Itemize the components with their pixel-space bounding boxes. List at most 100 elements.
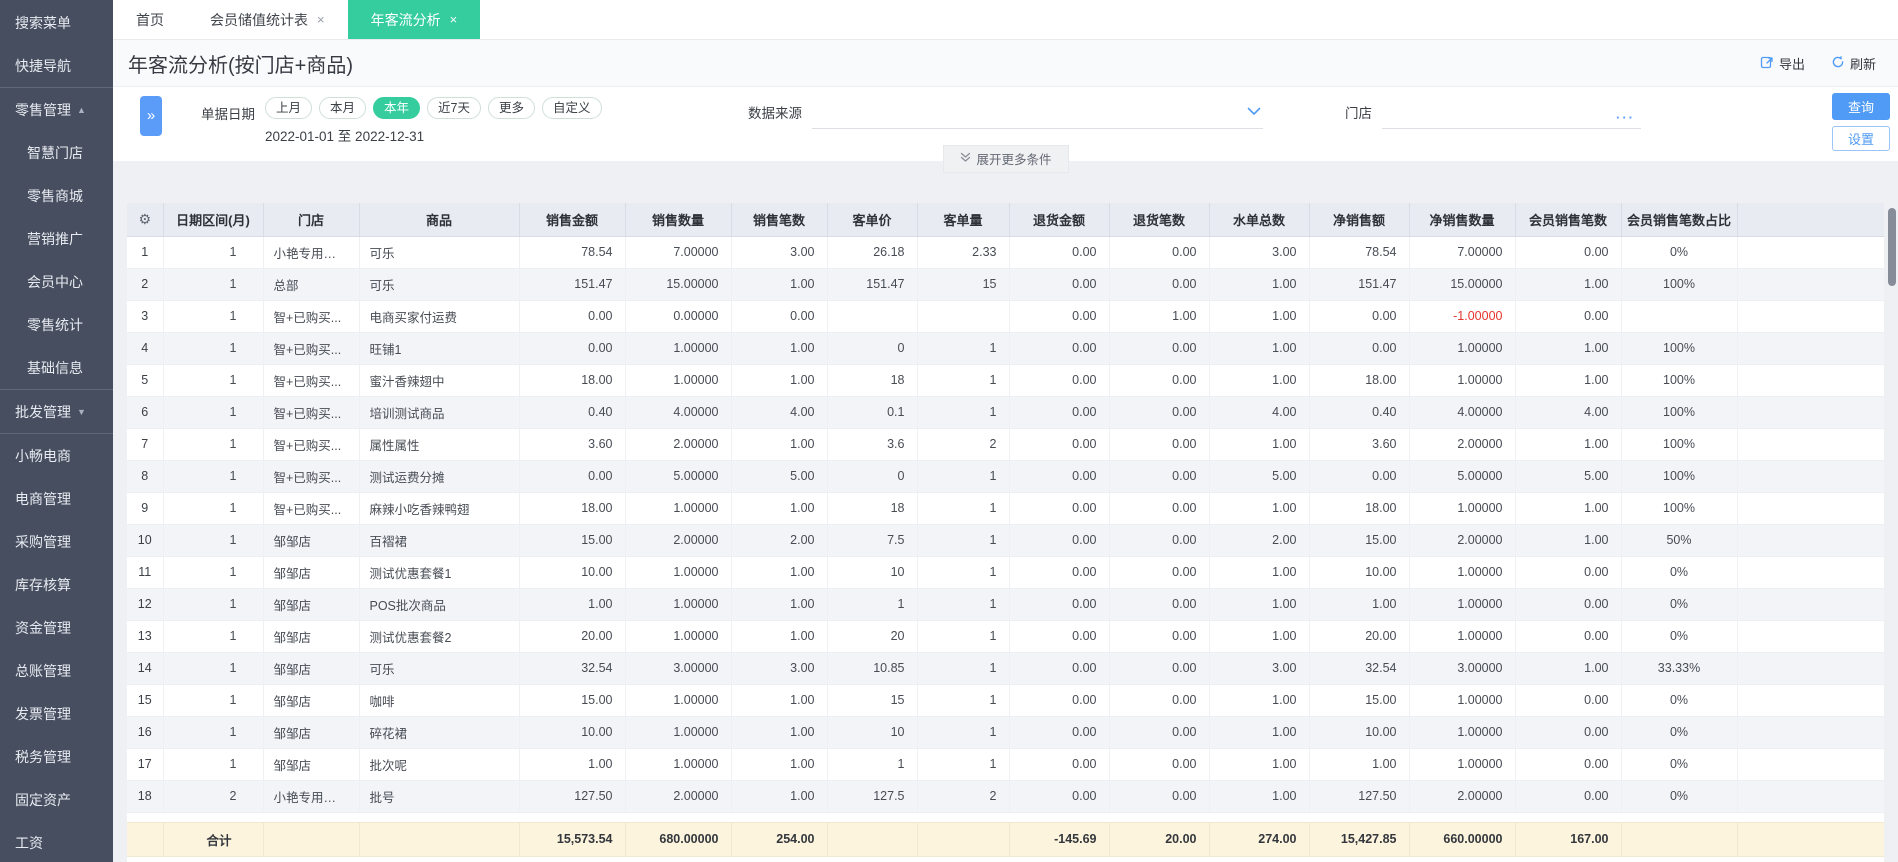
- table-cell-filler: [1737, 396, 1884, 429]
- settings-button[interactable]: 设置: [1832, 126, 1890, 151]
- table-row[interactable]: 5 1 智+已购买... 蜜汁香辣翅中 18.00 1.00000 1.00 18 1 0.00 0…: [127, 364, 1884, 397]
- sidebar-item-10[interactable]: 批发管理 ▼: [0, 390, 113, 433]
- close-icon[interactable]: ×: [449, 12, 458, 27]
- table-cell-filler: [1737, 716, 1884, 749]
- table-cell: 1.00000: [625, 492, 732, 525]
- query-button[interactable]: 查询: [1832, 93, 1890, 120]
- table-row[interactable]: 16 1 邹邹店 碎花裙 10.00 1.00000 1.00 10 1 0.00 0.00 1.00…: [127, 716, 1884, 749]
- sidebar-item-4[interactable]: 智慧门店: [0, 131, 113, 174]
- table-cell: 1.00000: [1409, 588, 1516, 621]
- sidebar-item-11[interactable]: 小畅电商: [0, 434, 113, 477]
- table-cell-filler: [1737, 620, 1884, 653]
- total-cell: 680.00000: [625, 821, 732, 857]
- sidebar-item-19[interactable]: 固定资产: [0, 778, 113, 821]
- more-options-icon[interactable]: ···: [1616, 110, 1635, 125]
- sidebar-item-label: 资金管理: [15, 619, 71, 636]
- sidebar-item-12[interactable]: 电商管理: [0, 477, 113, 520]
- table-cell: 培训测试商品: [359, 396, 520, 429]
- table-row[interactable]: 10 1 邹邹店 百褶裙 15.00 2.00000 2.00 7.5 1 0.00 0.00 2.0…: [127, 524, 1884, 557]
- column-settings-cell[interactable]: ⚙: [127, 203, 164, 237]
- table-row[interactable]: 3 1 智+已购买... 电商买家付运费 0.00 0.00000 0.00 0.00 1.00…: [127, 300, 1884, 333]
- date-pill-2[interactable]: 本月: [319, 97, 367, 119]
- table-cell: 1.00000: [625, 748, 732, 781]
- date-pill-3[interactable]: 本年: [373, 97, 421, 119]
- main-area: 首页 会员储值统计表 × 年客流分析 × 年客流分析(按门店+商品) 导出 刷新: [113, 0, 1898, 862]
- sidebar-item-3[interactable]: 零售管理 ▲: [0, 88, 113, 131]
- collapse-filter-button[interactable]: »: [140, 96, 162, 136]
- tab-2[interactable]: 会员储值统计表 ×: [187, 0, 348, 39]
- store-input[interactable]: ···: [1382, 95, 1641, 129]
- table-cell: 100%: [1621, 364, 1738, 397]
- table-cell: 1.00000: [625, 620, 732, 653]
- sidebar-item-8[interactable]: 零售统计: [0, 303, 113, 346]
- data-source-input[interactable]: [812, 95, 1263, 129]
- table-cell-filler: [1737, 556, 1884, 589]
- table-cell: 0.00: [1109, 396, 1210, 429]
- date-pill-5[interactable]: 更多: [488, 97, 536, 119]
- table-cell: 15.00: [519, 524, 626, 557]
- refresh-button[interactable]: 刷新: [1831, 54, 1876, 73]
- sidebar-item-14[interactable]: 库存核算: [0, 563, 113, 606]
- table-row[interactable]: 8 1 智+已购买... 测试运费分摊 0.00 5.00000 5.00 0 1 0.00 0.0…: [127, 460, 1884, 493]
- chevron-down-icon[interactable]: [1247, 103, 1261, 121]
- export-button[interactable]: 导出: [1760, 54, 1805, 73]
- sidebar-item-label: 快捷导航: [15, 57, 71, 74]
- filter-panel: » 单据日期 上月 本月 本年 近7天 更多 自定义 2022-01-01 至 2022-…: [113, 87, 1898, 173]
- vertical-scrollbar-thumb[interactable]: [1888, 208, 1896, 286]
- tab-3[interactable]: 年客流分析 ×: [347, 0, 481, 39]
- table-cell: 0.00: [1109, 652, 1210, 685]
- table-row[interactable]: 11 1 邹邹店 测试优惠套餐1 10.00 1.00000 1.00 10 1 0.00 0.00…: [127, 556, 1884, 589]
- table-cell: 1.00: [731, 684, 828, 717]
- table-row[interactable]: 13 1 邹邹店 测试优惠套餐2 20.00 1.00000 1.00 20 1 0.00 0.00…: [127, 620, 1884, 653]
- table-cell: 1.00000: [625, 364, 732, 397]
- sidebar-item-20[interactable]: 工资: [0, 821, 113, 862]
- gear-icon[interactable]: ⚙: [138, 210, 152, 227]
- table-row[interactable]: 17 1 邹邹店 批次呢 1.00 1.00000 1.00 1 1 0.00 0.00 1.00 1.…: [127, 748, 1884, 781]
- table-cell: 1: [917, 460, 1010, 493]
- sidebar-item-6[interactable]: 营销推广: [0, 217, 113, 260]
- table-cell: 78.54: [1309, 236, 1410, 269]
- table-cell: 0.00: [1009, 492, 1110, 525]
- table-row[interactable]: 1 1 小艳专用门店 可乐 78.54 7.00000 3.00 26.18 2.33 0.00 0…: [127, 236, 1884, 269]
- table-row[interactable]: 12 1 邹邹店 POS批次商品 1.00 1.00000 1.00 1 1 0.00 0.00 1.…: [127, 588, 1884, 621]
- table-cell: 智+已购买...: [263, 364, 360, 397]
- table-row[interactable]: 9 1 智+已购买... 麻辣小吃香辣鸭翅 18.00 1.00000 1.00 18 1 0.0…: [127, 492, 1884, 525]
- table-cell: 10.85: [827, 652, 918, 685]
- table-row[interactable]: 15 1 邹邹店 咖啡 15.00 1.00000 1.00 15 1 0.00 0.00 1.00 1…: [127, 684, 1884, 717]
- table-cell: 1.00: [731, 332, 828, 365]
- date-pill-6[interactable]: 自定义: [542, 97, 602, 119]
- table-cell-filler: [1737, 364, 1884, 397]
- table-cell: 0.00: [1109, 556, 1210, 589]
- table-cell: 4.00: [1209, 396, 1310, 429]
- table-row[interactable]: 7 1 智+已购买... 属性属性 3.60 2.00000 1.00 3.6 2 0.00 0.0…: [127, 428, 1884, 461]
- expand-more-button[interactable]: 展开更多条件: [942, 145, 1069, 173]
- date-pill-1[interactable]: 上月: [265, 97, 313, 119]
- sidebar-item-1[interactable]: 搜索菜单: [0, 1, 113, 44]
- row-number-cell: 14: [127, 652, 164, 685]
- sidebar-item-5[interactable]: 零售商城: [0, 174, 113, 217]
- sidebar-item-7[interactable]: 会员中心: [0, 260, 113, 303]
- sidebar-item-9[interactable]: 基础信息: [0, 346, 113, 389]
- sidebar-item-17[interactable]: 发票管理: [0, 692, 113, 735]
- sidebar-item-15[interactable]: 资金管理: [0, 606, 113, 649]
- table-cell: 1: [917, 556, 1010, 589]
- date-pill-4[interactable]: 近7天: [427, 97, 481, 119]
- table-row[interactable]: 14 1 邹邹店 可乐 32.54 3.00000 3.00 10.85 1 0.00 0.00 3.…: [127, 652, 1884, 685]
- tab-1[interactable]: 首页: [113, 0, 187, 39]
- table-cell: 18.00: [519, 492, 626, 525]
- table-cell: 1: [163, 300, 264, 333]
- sidebar-item-label: 采购管理: [15, 533, 71, 550]
- table-cell: 0: [827, 460, 918, 493]
- sidebar-item-18[interactable]: 税务管理: [0, 735, 113, 778]
- table-row[interactable]: 18 2 小艳专用门店 批号 127.50 2.00000 1.00 127.5 2 0.00 0.…: [127, 780, 1884, 813]
- table-row[interactable]: 6 1 智+已购买... 培训测试商品 0.40 4.00000 4.00 0.1 1 0.00 0…: [127, 396, 1884, 429]
- sidebar-item-2[interactable]: 快捷导航: [0, 44, 113, 87]
- close-icon[interactable]: ×: [317, 12, 325, 27]
- sidebar-item-16[interactable]: 总账管理: [0, 649, 113, 692]
- table-row[interactable]: 2 1 总部 可乐 151.47 15.00000 1.00 151.47 15 0.00 0.00…: [127, 268, 1884, 301]
- sidebar-item-13[interactable]: 采购管理: [0, 520, 113, 563]
- table-cell: 1.00: [731, 268, 828, 301]
- table-cell: 1: [917, 684, 1010, 717]
- table-row[interactable]: 4 1 智+已购买... 旺铺1 0.00 1.00000 1.00 0 1 0.00 0.00 1.…: [127, 332, 1884, 365]
- table-cell: 0%: [1621, 620, 1738, 653]
